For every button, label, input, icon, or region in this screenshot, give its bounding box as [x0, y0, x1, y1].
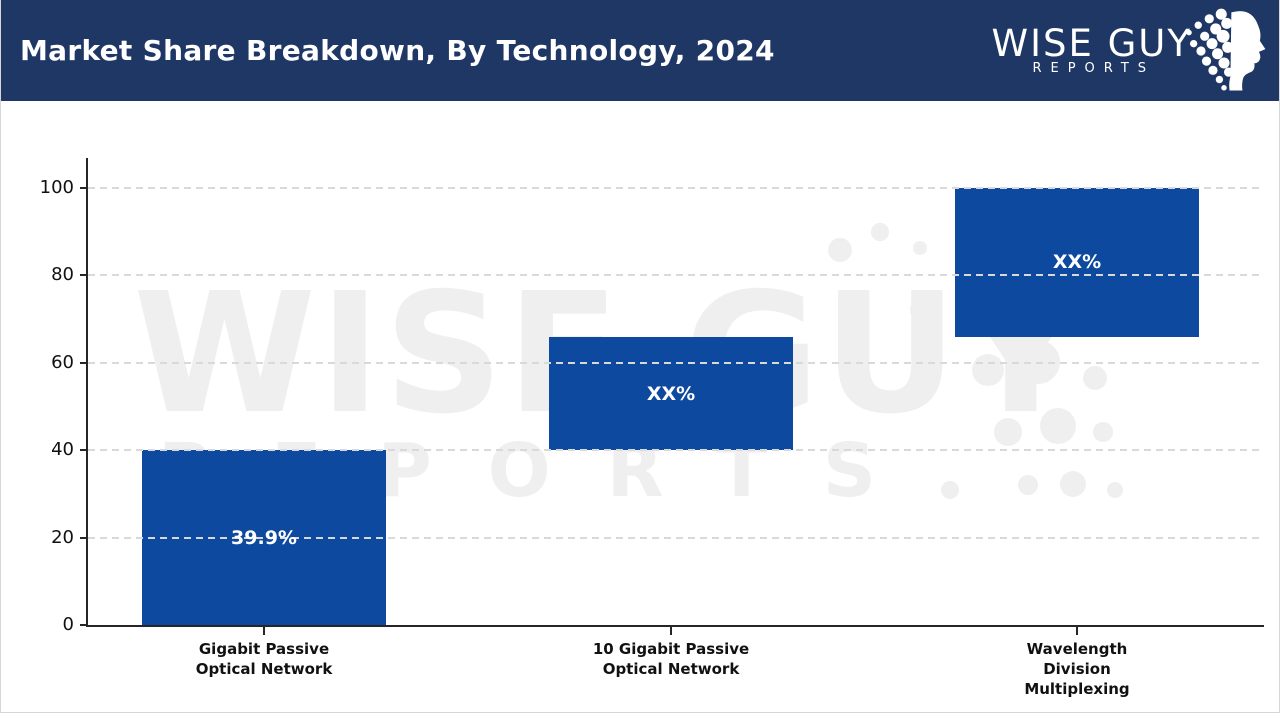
y-tick-label-20: 20 — [51, 526, 74, 548]
dotted-head-icon — [1186, 8, 1266, 91]
category-label-line: Wavelength — [1026, 640, 1128, 658]
bar-segment — [549, 336, 793, 451]
bar-value-label: XX% — [646, 382, 696, 405]
category-label: Gigabit Passive Optical Network — [124, 639, 404, 679]
gridline-60 — [88, 361, 1264, 364]
gridline-20 — [88, 536, 1264, 539]
y-axis-line — [86, 158, 88, 627]
x-tick — [670, 627, 672, 635]
category-label-line: 10 Gigabit Passive — [592, 640, 750, 658]
wise-guy-reports-logo: WISE GUY REPORTS — [992, 5, 1270, 97]
x-axis-line — [86, 625, 1264, 627]
logo-text: WISE GUY REPORTS — [991, 21, 1192, 77]
gridline-40 — [88, 449, 1264, 451]
x-tick — [263, 627, 265, 635]
y-tick-100 — [80, 186, 87, 189]
bar-value-label: 39.9% — [231, 526, 297, 549]
category-label-line: Optical Network — [195, 660, 333, 678]
logo-subtitle: REPORTS — [1032, 61, 1156, 77]
y-tick-label-0: 0 — [62, 614, 74, 635]
y-tick-label-80: 80 — [51, 264, 74, 285]
gridline-100 — [88, 186, 1264, 189]
category-label-line: Gigabit Passive — [198, 640, 330, 658]
category-label-line: Division — [1043, 660, 1111, 678]
y-tick-60 — [80, 361, 87, 364]
x-tick — [1076, 627, 1078, 635]
y-tick-40 — [80, 449, 87, 451]
y-tick-label-100: 100 — [39, 176, 74, 198]
page-title: Market Share Breakdown, By Technology, 2… — [20, 34, 775, 67]
y-tick-label-60: 60 — [51, 351, 74, 373]
header-bar: Market Share Breakdown, By Technology, 2… — [0, 0, 1280, 101]
bar-value-label: XX% — [1052, 251, 1102, 274]
category-label: Wavelength Division Multiplexing — [937, 639, 1217, 699]
gridline-80 — [88, 274, 1264, 276]
category-label-line: Multiplexing — [1024, 680, 1130, 698]
category-label: 10 Gigabit Passive Optical Network — [531, 639, 811, 679]
y-tick-label-40: 40 — [51, 439, 74, 460]
category-label-line: Optical Network — [602, 660, 740, 678]
bar-segment — [955, 187, 1199, 337]
y-tick-0 — [80, 624, 87, 626]
y-tick-80 — [80, 274, 87, 276]
y-tick-20 — [80, 536, 87, 539]
logo-name: WISE GUY — [991, 21, 1192, 65]
